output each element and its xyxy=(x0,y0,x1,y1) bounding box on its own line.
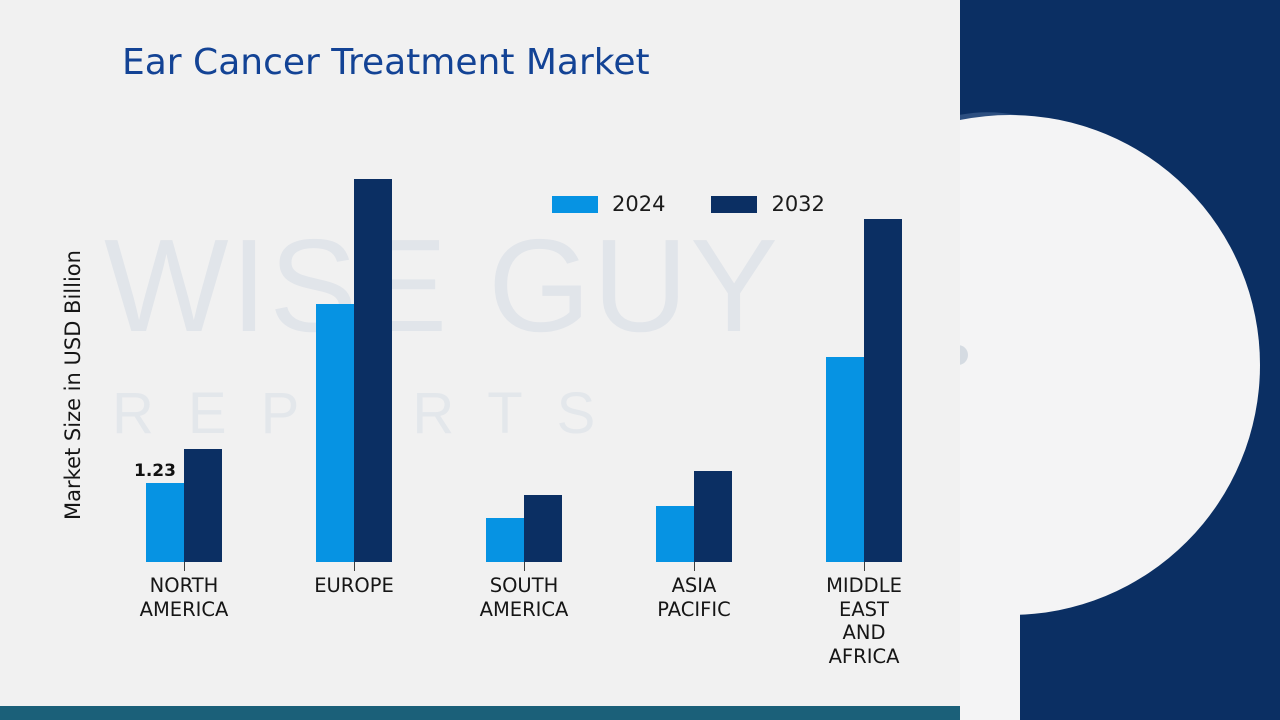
molecule-pattern-icon xyxy=(960,345,968,365)
brand-panel: WISE GUY REPORTS xyxy=(960,0,1280,720)
x-axis-tick xyxy=(354,562,355,571)
bottom-accent-strip xyxy=(0,706,960,720)
x-axis-tick xyxy=(184,562,185,571)
chart-legend: 2024 2032 xyxy=(552,192,825,216)
bar-2024-3 xyxy=(486,518,524,562)
legend-label-2032: 2032 xyxy=(771,192,825,216)
x-axis-label-3: SOUTH AMERICA xyxy=(479,574,569,621)
x-axis-label-2: EUROPE xyxy=(314,574,394,597)
bar-2032-1 xyxy=(184,449,222,562)
legend-swatch-2024 xyxy=(552,195,598,213)
y-axis-label: Market Size in USD Billion xyxy=(58,205,88,565)
bar-2024-4 xyxy=(656,506,694,562)
bar-2024-2 xyxy=(316,304,354,562)
white-base-decoration xyxy=(960,560,1020,720)
bar-2032-5 xyxy=(864,219,902,562)
bar-value-label: 1.23 xyxy=(134,461,176,481)
x-axis-label-5: MIDDLE EAST AND AFRICA xyxy=(826,574,902,668)
bar-2032-2 xyxy=(354,179,392,562)
plot-area: 1.23 NORTH AMERICA EUROPE SOUTH AMERICA ASIA… xyxy=(100,150,950,668)
x-axis-label-4: ASIA PACIFIC xyxy=(657,574,731,621)
x-axis-tick xyxy=(864,562,865,571)
bar-2032-4 xyxy=(694,471,732,562)
bar-2032-3 xyxy=(524,495,562,562)
bar-2024-5 xyxy=(826,357,864,562)
x-axis-tick xyxy=(694,562,695,571)
legend-item-2024: 2024 xyxy=(552,192,665,216)
legend-item-2032: 2032 xyxy=(711,192,825,216)
x-axis-label-1: NORTH AMERICA xyxy=(139,574,229,621)
y-axis-label-text: Market Size in USD Billion xyxy=(61,250,85,520)
page-title: Ear Cancer Treatment Market xyxy=(122,42,650,83)
bar-2024-1 xyxy=(146,483,184,562)
legend-swatch-2032 xyxy=(711,195,758,213)
x-axis-tick xyxy=(524,562,525,571)
legend-label-2024: 2024 xyxy=(612,192,666,216)
